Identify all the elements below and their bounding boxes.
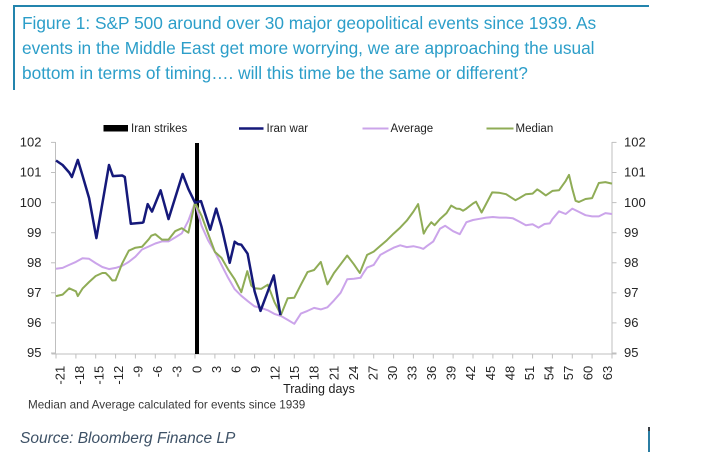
svg-text:6: 6	[228, 366, 243, 373]
svg-text:63: 63	[600, 366, 615, 380]
svg-text:-3: -3	[170, 366, 185, 378]
svg-text:96: 96	[624, 315, 638, 330]
svg-text:Iran war: Iran war	[267, 123, 309, 135]
svg-text:Median and Average calculated: Median and Average calculated for events…	[28, 399, 305, 412]
svg-text:39: 39	[444, 366, 459, 380]
svg-text:33: 33	[405, 366, 420, 380]
svg-text:Trading days: Trading days	[283, 382, 355, 396]
svg-text:95: 95	[27, 345, 41, 360]
svg-text:100: 100	[624, 195, 646, 210]
svg-text:21: 21	[326, 366, 341, 380]
svg-text:0: 0	[189, 366, 204, 373]
svg-text:36: 36	[424, 366, 439, 380]
svg-text:51: 51	[522, 366, 537, 380]
svg-text:-15: -15	[92, 366, 107, 385]
svg-text:Iran strikes: Iran strikes	[131, 123, 187, 135]
svg-text:-6: -6	[150, 366, 165, 378]
svg-text:100: 100	[20, 195, 42, 210]
svg-text:15: 15	[287, 366, 302, 380]
svg-text:101: 101	[624, 165, 646, 180]
svg-text:27: 27	[365, 366, 380, 380]
svg-text:102: 102	[624, 135, 646, 150]
svg-text:102: 102	[20, 135, 42, 150]
svg-text:95: 95	[624, 345, 638, 360]
svg-text:57: 57	[561, 366, 576, 380]
svg-text:96: 96	[27, 315, 41, 330]
svg-text:30: 30	[385, 366, 400, 380]
svg-text:9: 9	[248, 366, 263, 373]
svg-text:101: 101	[20, 165, 42, 180]
svg-text:42: 42	[463, 366, 478, 380]
svg-text:99: 99	[624, 225, 638, 240]
svg-text:98: 98	[27, 255, 41, 270]
svg-text:54: 54	[542, 366, 557, 380]
svg-text:Average: Average	[391, 123, 434, 135]
svg-text:3: 3	[209, 366, 224, 373]
svg-text:Median: Median	[516, 123, 554, 135]
svg-text:-9: -9	[131, 366, 146, 378]
svg-text:18: 18	[307, 366, 322, 380]
svg-text:97: 97	[27, 285, 41, 300]
svg-text:98: 98	[624, 255, 638, 270]
svg-text:97: 97	[624, 285, 638, 300]
svg-text:60: 60	[581, 366, 596, 380]
svg-text:24: 24	[346, 366, 361, 380]
svg-text:-21: -21	[52, 366, 67, 385]
svg-text:12: 12	[268, 366, 283, 380]
svg-text:-12: -12	[111, 366, 126, 385]
svg-text:-18: -18	[72, 366, 87, 385]
svg-text:99: 99	[27, 225, 41, 240]
svg-text:45: 45	[483, 366, 498, 380]
svg-text:48: 48	[502, 366, 517, 380]
